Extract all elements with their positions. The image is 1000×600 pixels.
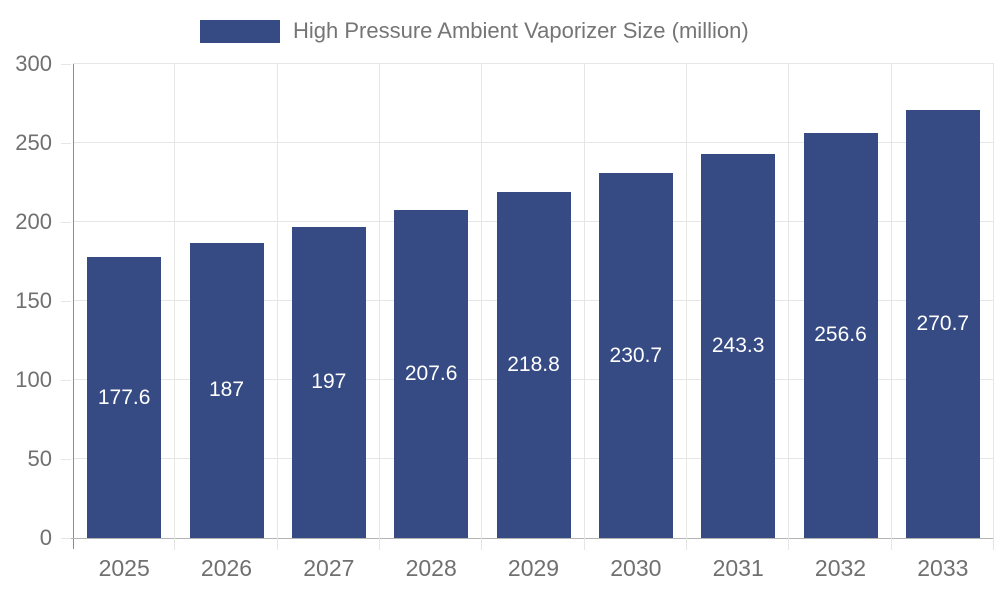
y-tick-mark: [61, 380, 71, 381]
bar-value-label: 187: [208, 378, 245, 402]
x-tick-mark: [686, 538, 687, 550]
gridline-vertical: [481, 64, 483, 538]
gridline-vertical: [993, 64, 994, 538]
y-tick-mark: [61, 64, 71, 65]
y-axis-line: [73, 64, 74, 549]
bar-2028[interactable]: 207.6: [394, 209, 469, 538]
plot-area: 177.6 187 197 207.6 218.8 230.7 243.3 256.6 270.…: [73, 63, 994, 538]
y-tick-mark: [61, 301, 71, 302]
y-axis-tick-label: 200: [15, 209, 52, 234]
x-axis-line: [63, 538, 994, 539]
x-tick-mark: [890, 538, 892, 550]
legend-item[interactable]: High Pressure Ambient Vaporizer Size (mi…: [200, 18, 749, 44]
bar-2032[interactable]: 256.6: [803, 132, 878, 538]
bar-value-label: 218.8: [507, 353, 560, 377]
x-tick-mark: [379, 538, 380, 550]
x-tick-mark: [174, 538, 176, 550]
y-axis-tick-label: 150: [15, 288, 52, 313]
gridline-vertical: [174, 64, 176, 538]
bar-2029[interactable]: 218.8: [496, 192, 571, 538]
legend-swatch-icon: [200, 19, 280, 43]
gridline-vertical: [788, 64, 790, 538]
x-axis-tick-label: 2029: [507, 555, 560, 581]
bar-value-label: 256.6: [814, 323, 867, 347]
bar-value-label: 230.7: [609, 343, 663, 367]
gridline-vertical: [583, 64, 585, 538]
gridline-vertical: [686, 64, 687, 538]
bar-value-label: 177.6: [97, 385, 151, 409]
bar-2027[interactable]: 197: [291, 226, 366, 538]
gridline-horizontal: [73, 142, 994, 143]
x-axis-tick-label: 2028: [405, 555, 457, 581]
x-axis-tick-label: 2025: [98, 555, 150, 581]
y-axis-tick-label: 300: [15, 51, 52, 76]
x-axis-tick-label: 2032: [814, 555, 867, 581]
x-axis-tick-label: 2027: [303, 555, 355, 581]
gridline-vertical: [379, 64, 380, 538]
bar-value-label: 243.3: [711, 333, 765, 357]
y-axis-tick-label: 50: [27, 446, 52, 471]
bar-value-label: 197: [311, 370, 347, 394]
legend-label: High Pressure Ambient Vaporizer Size (mi…: [293, 18, 749, 43]
gridline-vertical: [276, 64, 278, 538]
x-tick-mark: [583, 538, 585, 550]
y-tick-mark: [61, 538, 71, 539]
x-tick-mark: [481, 538, 483, 550]
bar-2033[interactable]: 270.7: [905, 110, 980, 538]
x-axis-tick-label: 2031: [712, 555, 764, 581]
x-axis-tick-label: 2030: [610, 555, 662, 581]
y-tick-mark: [61, 143, 71, 144]
x-axis-tick-label: 2026: [200, 555, 253, 581]
bar-2026[interactable]: 187: [189, 242, 264, 538]
gridline-horizontal: [73, 63, 994, 64]
bar-value-label: 207.6: [404, 361, 458, 385]
gridline-vertical: [890, 64, 892, 538]
y-tick-mark: [61, 459, 71, 460]
bar-2031[interactable]: 243.3: [701, 153, 776, 538]
y-tick-mark: [61, 222, 71, 223]
y-axis-tick-label: 250: [15, 130, 52, 155]
bar-2030[interactable]: 230.7: [598, 173, 673, 538]
y-axis-tick-label: 0: [39, 525, 52, 550]
bar-2025[interactable]: 177.6: [87, 257, 162, 538]
x-tick-mark: [993, 538, 994, 550]
x-tick-mark: [788, 538, 790, 550]
x-axis-tick-label: 2033: [917, 555, 969, 581]
bar-value-label: 270.7: [916, 312, 970, 336]
x-tick-mark: [276, 538, 278, 550]
y-axis-tick-label: 100: [15, 367, 52, 392]
